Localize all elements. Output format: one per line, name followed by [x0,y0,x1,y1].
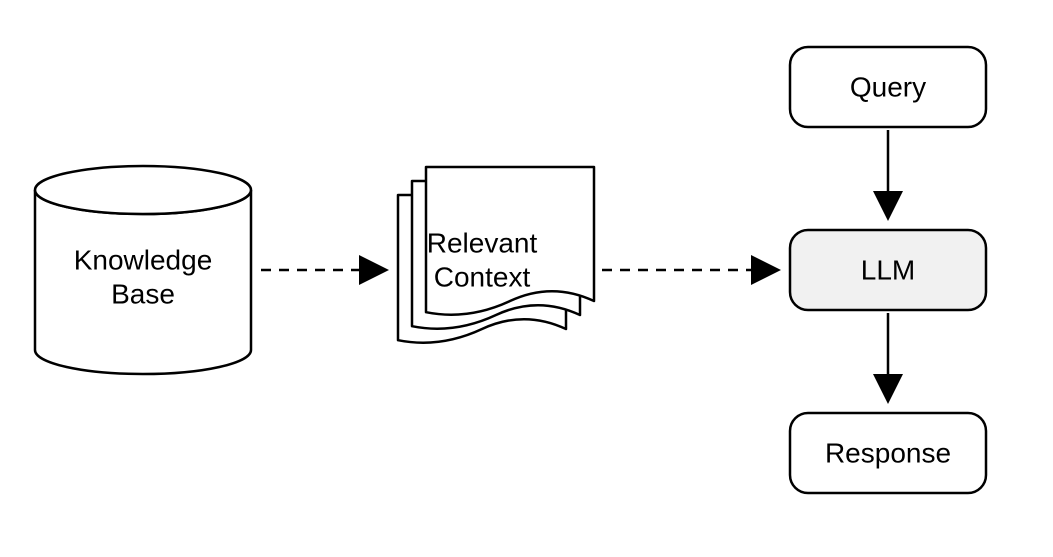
diagram-canvas: Knowledge Base Relevant Context Query LL… [0,0,1053,557]
node-knowledge-base: Knowledge Base [35,166,251,374]
knowledge-base-label-1: Knowledge [74,244,213,275]
relevant-context-label-1: Relevant [427,227,538,258]
query-label: Query [850,71,926,102]
node-response: Response [790,413,986,493]
node-query: Query [790,47,986,127]
relevant-context-label-2: Context [434,261,531,292]
llm-label: LLM [861,254,915,285]
node-relevant-context: Relevant Context [398,167,594,343]
knowledge-base-label-2: Base [111,278,175,309]
response-label: Response [825,437,951,468]
node-llm: LLM [790,230,986,310]
